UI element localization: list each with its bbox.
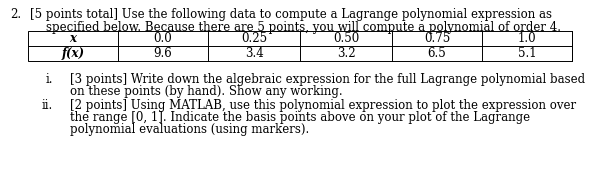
Text: 1.0: 1.0 xyxy=(518,32,536,45)
Text: f(x): f(x) xyxy=(62,47,85,60)
Text: 0.50: 0.50 xyxy=(333,32,359,45)
Text: 5.1: 5.1 xyxy=(518,47,536,60)
Bar xyxy=(28,31,572,61)
Text: 9.6: 9.6 xyxy=(154,47,172,60)
Text: x: x xyxy=(70,32,76,45)
Text: 3.4: 3.4 xyxy=(244,47,263,60)
Text: i.: i. xyxy=(46,73,53,86)
Text: specified below. Because there are 5 points, you will compute a polynomial of or: specified below. Because there are 5 poi… xyxy=(46,21,561,34)
Text: the range [0, 1]. Indicate the basis points above on your plot of the Lagrange: the range [0, 1]. Indicate the basis poi… xyxy=(70,111,530,124)
Text: 0.25: 0.25 xyxy=(241,32,267,45)
Text: 3.2: 3.2 xyxy=(337,47,355,60)
Text: 0.0: 0.0 xyxy=(154,32,172,45)
Text: [3 points] Write down the algebraic expression for the full Lagrange polynomial : [3 points] Write down the algebraic expr… xyxy=(70,73,585,86)
Text: on these points (by hand). Show any working.: on these points (by hand). Show any work… xyxy=(70,85,342,98)
Text: polynomial evaluations (using markers).: polynomial evaluations (using markers). xyxy=(70,123,309,136)
Text: ii.: ii. xyxy=(42,99,53,112)
Text: 2.: 2. xyxy=(10,8,21,21)
Text: [5 points total] Use the following data to compute a Lagrange polynomial express: [5 points total] Use the following data … xyxy=(30,8,552,21)
Text: [2 points] Using MATLAB, use this polynomial expression to plot the expression o: [2 points] Using MATLAB, use this polyno… xyxy=(70,99,576,112)
Text: 6.5: 6.5 xyxy=(428,47,446,60)
Text: 0.75: 0.75 xyxy=(424,32,450,45)
